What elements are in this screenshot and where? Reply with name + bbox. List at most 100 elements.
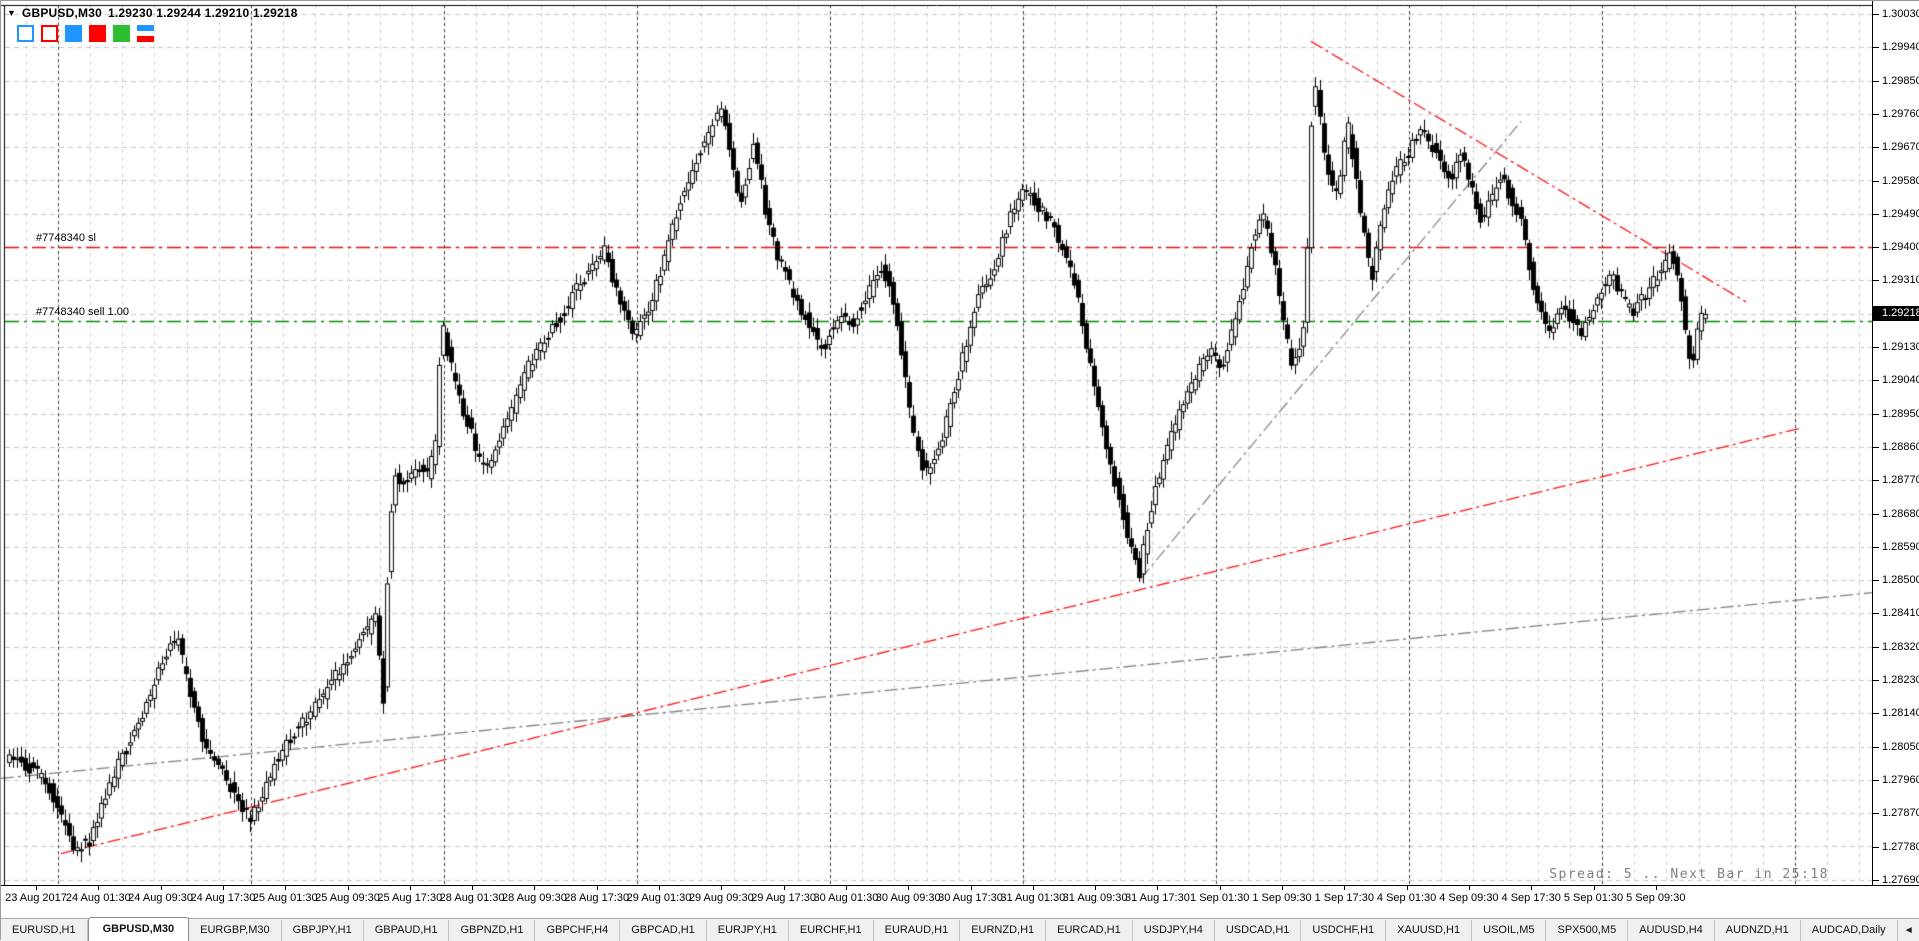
time-tick-mark bbox=[659, 886, 660, 890]
price-tick-mark bbox=[1873, 213, 1879, 215]
time-tick-label: 30 Aug 09:30 bbox=[875, 892, 941, 904]
price-tick-label: 1.29490 bbox=[1882, 207, 1919, 220]
price-tick-mark bbox=[1873, 580, 1879, 582]
price-tick-mark bbox=[1873, 380, 1879, 382]
time-tick-mark bbox=[1531, 886, 1533, 890]
price-tick-label: 1.28500 bbox=[1882, 574, 1919, 587]
chart-tab-audusd-h4[interactable]: AUDUSD,H4 bbox=[1628, 920, 1715, 941]
chart-title-row: ▼ GBPUSD,M30 1.29230 1.29244 1.29210 1.2… bbox=[7, 6, 298, 20]
chart-tab-usdcad-h1[interactable]: USDCAD,H1 bbox=[1215, 920, 1302, 941]
price-tick-mark bbox=[1873, 546, 1879, 548]
time-tick-mark bbox=[1468, 886, 1470, 890]
price-tick-label: 1.28770 bbox=[1882, 474, 1919, 487]
time-tick-label: 28 Aug 17:30 bbox=[564, 892, 630, 904]
price-tick-mark bbox=[1873, 14, 1879, 15]
chart-tab-gbpnzd-h1[interactable]: GBPNZD,H1 bbox=[449, 920, 536, 941]
time-tick-mark bbox=[472, 886, 474, 890]
time-tick-mark bbox=[285, 886, 287, 890]
chart-tab-gbpchf-h4[interactable]: GBPCHF,H4 bbox=[535, 920, 621, 941]
order-line-label-sl: #7748340 sl bbox=[36, 232, 96, 245]
price-tick-mark bbox=[1873, 713, 1879, 715]
time-tick-label: 5 Sep 09:30 bbox=[1626, 892, 1686, 904]
price-axis[interactable]: 1.30030 1.29940 1.29850 1.29760 1.29670 1.295… bbox=[1872, 1, 1919, 886]
solid-red-square-icon[interactable] bbox=[89, 25, 106, 42]
price-tick-mark bbox=[1873, 80, 1879, 82]
price-tick-mark bbox=[1873, 613, 1879, 615]
candlestick-chart-canvas[interactable] bbox=[1, 1, 1872, 885]
price-tick-mark bbox=[1873, 813, 1879, 815]
chart-tab-gbpaud-h1[interactable]: GBPAUD,H1 bbox=[364, 920, 450, 941]
time-tick-label: 30 Aug 01:30 bbox=[813, 892, 879, 904]
price-tick-label: 1.28050 bbox=[1882, 740, 1919, 753]
chart-tab-audnzd-h1[interactable]: AUDNZD,H1 bbox=[1715, 920, 1801, 941]
chart-tab-eurgbp-m30[interactable]: EURGBP,M30 bbox=[189, 920, 282, 941]
price-tick-label: 1.29940 bbox=[1882, 41, 1919, 54]
time-axis[interactable]: 23 Aug 2017 24 Aug 01:30 24 Aug 09:30 24 Au… bbox=[1, 885, 1919, 919]
time-tick-label: 5 Sep 01:30 bbox=[1563, 892, 1624, 904]
price-tick-label: 1.29130 bbox=[1882, 341, 1919, 353]
price-tick-label: 1.28860 bbox=[1882, 440, 1919, 453]
tab-scroll-left-icon[interactable]: ◄ bbox=[1903, 925, 1914, 936]
price-tick-label: 1.27870 bbox=[1882, 807, 1919, 820]
blue-red-bars-icon[interactable] bbox=[137, 25, 154, 42]
chart-tab-eurusd-h1[interactable]: EURUSD,H1 bbox=[1, 920, 88, 941]
time-tick-mark bbox=[1406, 886, 1408, 890]
time-tick-label: 28 Aug 09:30 bbox=[501, 892, 567, 904]
time-tick-mark bbox=[1282, 886, 1283, 890]
chart-tab-usoil-m5[interactable]: USOIL,M5 bbox=[1472, 920, 1547, 941]
current-price-badge: 1.29218 bbox=[1873, 306, 1919, 322]
ohlc-values: 1.29230 1.29244 1.29210 1.29218 bbox=[107, 6, 298, 20]
chart-tab-gbpusd-m30[interactable]: GBPUSD,M30 bbox=[87, 917, 190, 941]
price-tick-label: 1.28410 bbox=[1882, 607, 1919, 620]
time-tick-label: 25 Aug 17:30 bbox=[377, 892, 443, 904]
time-tick-mark bbox=[534, 886, 536, 890]
hollow-blue-square-icon[interactable] bbox=[17, 25, 34, 42]
chart-tab-spx500-m5[interactable]: SPX500,M5 bbox=[1546, 920, 1629, 941]
chart-tab-eurjpy-h1[interactable]: EURJPY,H1 bbox=[707, 920, 789, 941]
chart-tab-euraud-h1[interactable]: EURAUD,H1 bbox=[874, 920, 961, 941]
price-tick-label: 1.29760 bbox=[1882, 107, 1919, 120]
solid-green-square-icon[interactable] bbox=[113, 25, 130, 42]
chart-tab-xauusd-h1[interactable]: XAUUSD,H1 bbox=[1386, 920, 1473, 941]
hollow-red-square-icon[interactable] bbox=[41, 25, 58, 42]
price-tick-mark bbox=[1873, 113, 1879, 115]
chart-tab-usdchf-h1[interactable]: USDCHF,H1 bbox=[1301, 920, 1387, 941]
chart-tab-gbpcad-h1[interactable]: GBPCAD,H1 bbox=[620, 920, 707, 941]
price-tick-mark bbox=[1873, 846, 1879, 848]
chart-plot-area[interactable] bbox=[1, 1, 1872, 885]
price-tick-label: 1.28590 bbox=[1882, 540, 1919, 553]
time-tick-mark bbox=[908, 886, 910, 890]
spread-nextbar-status: Spread: 5 .. Next Bar in 25:18 bbox=[1549, 867, 1829, 882]
price-tick-mark bbox=[1873, 347, 1879, 348]
chart-tab-eurcad-h1[interactable]: EURCAD,H1 bbox=[1046, 920, 1133, 941]
time-tick-mark bbox=[721, 886, 723, 890]
time-tick-mark bbox=[1219, 886, 1221, 890]
price-tick-mark bbox=[1873, 413, 1879, 415]
price-tick-mark bbox=[1873, 879, 1879, 881]
price-tick-mark bbox=[1873, 446, 1879, 448]
solid-blue-square-icon[interactable] bbox=[65, 25, 82, 42]
symbol-dropdown-icon[interactable]: ▼ bbox=[7, 8, 16, 18]
chart-tab-usdjpy-h4[interactable]: USDJPY,H4 bbox=[1133, 920, 1215, 941]
time-tick-label: 25 Aug 01:30 bbox=[252, 892, 318, 904]
time-tick-label: 4 Sep 17:30 bbox=[1501, 892, 1561, 904]
price-tick-label: 1.27960 bbox=[1882, 773, 1919, 786]
chart-tab-eurchf-h1[interactable]: EURCHF,H1 bbox=[789, 920, 874, 941]
time-tick-mark bbox=[1032, 886, 1034, 890]
time-tick-label: 29 Aug 17:30 bbox=[751, 892, 817, 904]
price-tick-label: 1.27690 bbox=[1882, 873, 1919, 886]
time-tick-label: 29 Aug 09:30 bbox=[688, 892, 754, 904]
price-tick-label: 1.28680 bbox=[1882, 507, 1919, 520]
chart-tab-gbpjpy-h1[interactable]: GBPJPY,H1 bbox=[282, 920, 364, 941]
chart-tab-bar: EURUSD,H1 GBPUSD,M30 EURGBP,M30 GBPJPY,H1 GB… bbox=[1, 917, 1919, 941]
chart-tab-audcad-daily[interactable]: AUDCAD,Daily bbox=[1801, 920, 1898, 941]
time-tick-label: 25 Aug 09:30 bbox=[315, 892, 380, 904]
chart-tab-eurnzd-h1[interactable]: EURNZD,H1 bbox=[960, 920, 1047, 941]
time-tick-label: 4 Sep 01:30 bbox=[1376, 892, 1437, 904]
price-tick-label: 1.28230 bbox=[1882, 674, 1919, 686]
time-tick-label: 30 Aug 17:30 bbox=[938, 892, 1003, 904]
time-tick-label: 29 Aug 01:30 bbox=[626, 892, 692, 904]
price-tick-mark bbox=[1873, 180, 1879, 182]
price-tick-label: 1.29850 bbox=[1882, 74, 1919, 87]
